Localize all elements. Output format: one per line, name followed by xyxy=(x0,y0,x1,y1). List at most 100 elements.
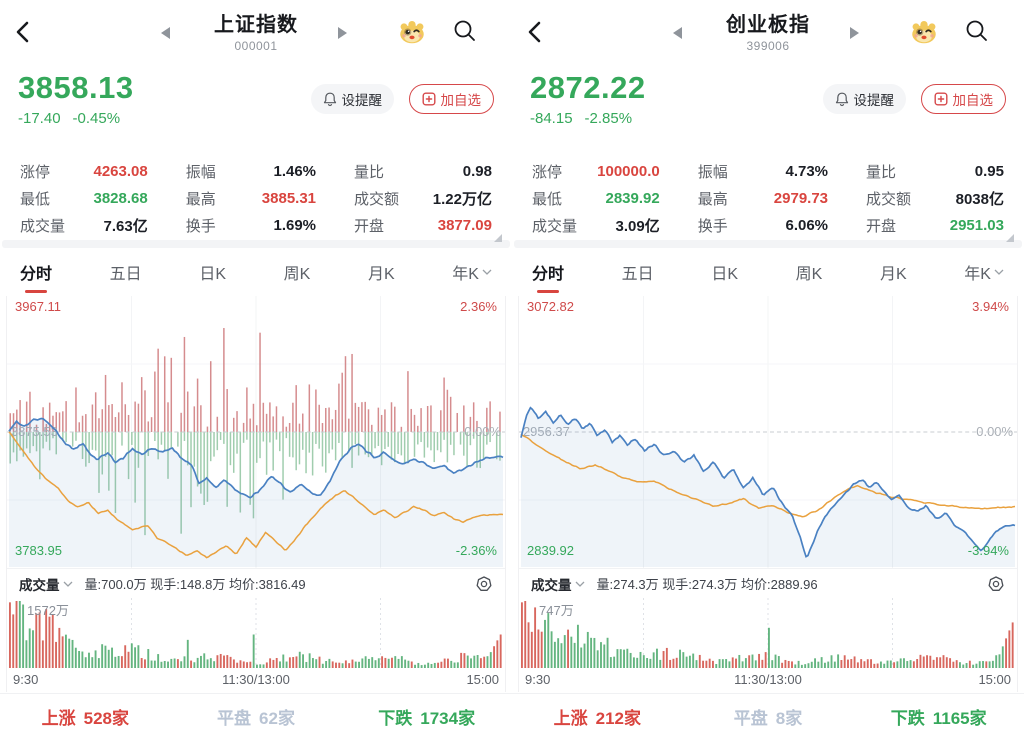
volume-chart[interactable]: 747万 xyxy=(519,598,1017,668)
stat-value: 7.63亿 xyxy=(103,218,148,235)
prev-index-arrow-icon[interactable] xyxy=(672,26,684,40)
stat-label: 最低 xyxy=(20,191,51,208)
advancers[interactable]: 上涨 528家 xyxy=(0,704,171,729)
chart-period-tabs: 分时 五日 日K 周K 月K 年K xyxy=(512,248,1024,296)
settings-icon[interactable] xyxy=(987,575,1005,593)
tab-五日[interactable]: 五日 xyxy=(108,248,144,296)
breadth-value: 8家 xyxy=(775,708,803,728)
stat-cell: 最高 3885.31 xyxy=(186,185,316,212)
intraday-chart[interactable]: 3875.530.00% 3967.11 2.36% 3783.95 -2.36… xyxy=(7,296,505,568)
prev-index-arrow-icon[interactable] xyxy=(160,26,172,40)
stat-value: 3828.68 xyxy=(93,190,148,207)
breadth-label: 下跌 xyxy=(890,708,925,728)
mascot-avatar-icon[interactable] xyxy=(396,15,428,47)
stat-cell: 最低 3828.68 xyxy=(20,185,148,212)
stat-label: 量比 xyxy=(866,164,897,181)
tab-日K[interactable]: 日K xyxy=(709,248,740,296)
stat-value: 1.22万亿 xyxy=(432,191,492,208)
card-divider xyxy=(2,240,510,248)
mascot-avatar-icon[interactable] xyxy=(908,15,940,47)
decliners[interactable]: 下跌 1165家 xyxy=(853,704,1024,729)
next-index-arrow-icon[interactable] xyxy=(336,26,348,40)
stat-cell: 成交额 8038亿 xyxy=(866,185,1004,212)
indicator-label: 成交量 xyxy=(531,577,572,593)
time-axis: 9:30 11:30/13:00 15:00 xyxy=(7,668,505,692)
svg-text:3875.53: 3875.53 xyxy=(11,424,58,439)
page-title: 上证指数 xyxy=(214,14,298,36)
stat-label: 成交额 xyxy=(866,191,912,208)
stat-cell: 换手 6.06% xyxy=(698,212,828,239)
stat-cell: 量比 0.95 xyxy=(866,158,1004,185)
tab-五日[interactable]: 五日 xyxy=(620,248,656,296)
stat-label: 量比 xyxy=(354,164,385,181)
index-panel-shanghai: 上证指数 000001 xyxy=(0,14,512,729)
next-index-arrow-icon[interactable] xyxy=(848,26,860,40)
breadth-value: 528家 xyxy=(83,708,130,728)
price-section: 2872.22 -84.15 -2.85% 设提醒 加自选 xyxy=(512,66,1024,150)
stat-value: 0.98 xyxy=(462,163,492,180)
stat-value: 100000.0 xyxy=(597,163,660,180)
tab-年K[interactable]: 年K xyxy=(450,248,494,296)
intraday-chart[interactable]: 2956.370.00% 3072.82 3.94% 2839.92 -3.94… xyxy=(519,296,1017,568)
back-icon[interactable] xyxy=(522,18,550,46)
search-icon[interactable] xyxy=(452,18,478,44)
volume-header: 成交量 量:700.0万 现手:148.8万 均价:3816.49 xyxy=(7,568,505,598)
svg-text:0.00%: 0.00% xyxy=(464,424,501,439)
tab-年K[interactable]: 年K xyxy=(962,248,1006,296)
page-title: 创业板指 xyxy=(726,14,810,36)
stat-label: 成交量 xyxy=(532,218,578,235)
set-alert-button[interactable]: 设提醒 xyxy=(310,84,394,114)
bell-icon xyxy=(835,92,848,106)
search-icon[interactable] xyxy=(964,18,990,44)
svg-text:2956.37: 2956.37 xyxy=(523,424,570,439)
tab-日K[interactable]: 日K xyxy=(197,248,228,296)
tab-周K[interactable]: 周K xyxy=(282,248,313,296)
stat-label: 最低 xyxy=(532,191,563,208)
advancers[interactable]: 上涨 212家 xyxy=(512,704,683,729)
volume-chart[interactable]: 1572万 xyxy=(7,598,505,668)
breadth-label: 下跌 xyxy=(378,708,413,728)
tab-label: 分时 xyxy=(532,266,565,283)
decliners[interactable]: 下跌 1734家 xyxy=(341,704,512,729)
stock-code: 000001 xyxy=(234,39,278,53)
indicator-selector[interactable]: 成交量 xyxy=(19,574,73,594)
time-axis: 9:30 11:30/13:00 15:00 xyxy=(519,668,1017,692)
chart-card: 3875.530.00% 3967.11 2.36% 3783.95 -2.36… xyxy=(6,296,506,692)
volume-header: 成交量 量:274.3万 现手:274.3万 均价:2889.96 xyxy=(519,568,1017,598)
set-alert-button[interactable]: 设提醒 xyxy=(822,84,906,114)
settings-icon[interactable] xyxy=(475,575,493,593)
unchanged[interactable]: 平盘 8家 xyxy=(683,704,854,729)
tab-label: 周K xyxy=(795,266,823,283)
tab-月K[interactable]: 月K xyxy=(878,248,909,296)
chevron-down-icon xyxy=(482,269,492,275)
tab-label: 五日 xyxy=(621,266,654,283)
stat-label: 振幅 xyxy=(697,164,728,181)
index-panel-chinext: 创业板指 399006 xyxy=(512,0,1024,738)
tab-周K[interactable]: 周K xyxy=(794,248,825,296)
chart-period-tabs: 分时 五日 日K 周K 月K 年K xyxy=(0,248,512,296)
volume-stats: 量:274.3万 现手:274.3万 均价:2889.96 xyxy=(596,577,818,592)
active-tab-underline xyxy=(537,290,559,293)
back-icon[interactable] xyxy=(10,18,38,46)
stats-grid: 涨停 4263.08 振幅 1.46% 量比 0.98 最低 3828.68 最高 3885.31… xyxy=(0,150,512,242)
expand-stats-icon[interactable] xyxy=(494,229,502,242)
axis-tick: 15:00 xyxy=(466,672,499,687)
tab-分时[interactable]: 分时 xyxy=(530,248,566,296)
chevron-down-icon xyxy=(575,581,584,587)
axis-tick: 9:30 xyxy=(13,672,39,687)
tab-label: 五日 xyxy=(109,266,142,283)
card-divider xyxy=(514,240,1022,248)
stat-value: 2839.92 xyxy=(605,190,660,207)
stat-label: 涨停 xyxy=(532,164,563,181)
tab-分时[interactable]: 分时 xyxy=(18,248,54,296)
expand-stats-icon[interactable] xyxy=(1006,229,1014,242)
indicator-selector[interactable]: 成交量 xyxy=(531,574,585,594)
add-watchlist-button[interactable]: 加自选 xyxy=(920,84,1006,114)
stat-value: 4.73% xyxy=(785,163,829,180)
stat-cell: 成交量 3.09亿 xyxy=(532,212,660,239)
add-watchlist-button[interactable]: 加自选 xyxy=(408,84,494,114)
stat-label: 换手 xyxy=(697,218,728,235)
alert-label: 设提醒 xyxy=(853,93,895,108)
unchanged[interactable]: 平盘 62家 xyxy=(171,704,342,729)
tab-月K[interactable]: 月K xyxy=(366,248,397,296)
